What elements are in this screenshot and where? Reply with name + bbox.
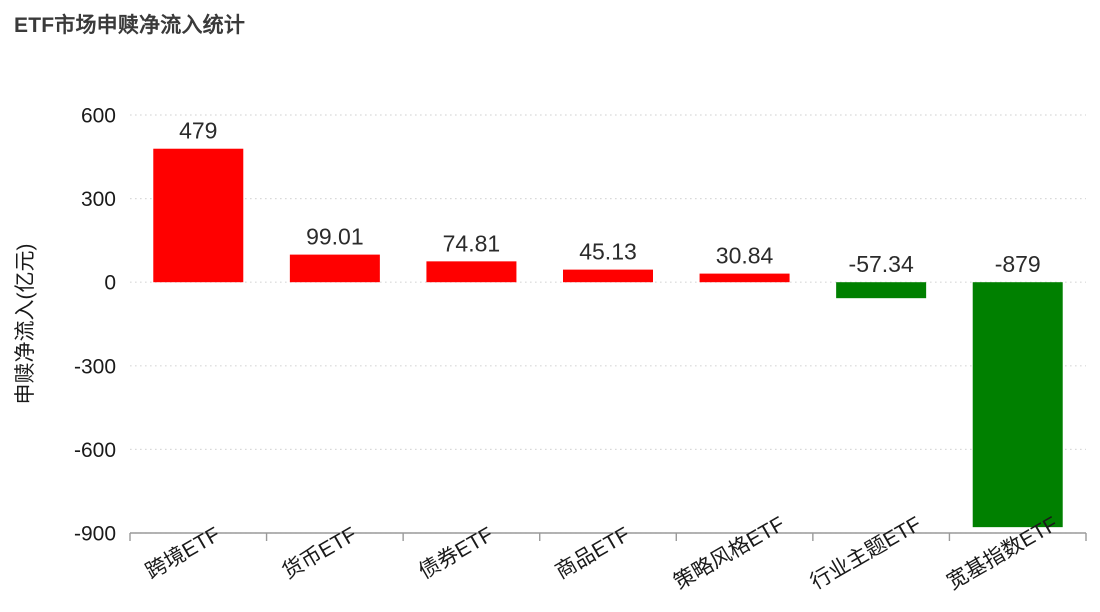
x-tick-label: 商品ETF — [552, 523, 634, 584]
bars — [153, 148, 1063, 528]
y-axis-title: 申赎净流入(亿元) — [14, 244, 37, 405]
y-tick-label: 300 — [81, 188, 116, 211]
bar — [426, 261, 517, 283]
x-tick-label: 货币ETF — [278, 523, 360, 584]
x-tick-label: 策略风格ETF — [670, 512, 789, 594]
y-tick-label: -600 — [74, 439, 116, 462]
bar — [699, 273, 790, 283]
x-tick-label: 行业主题ETF — [807, 512, 926, 594]
x-axis-category-labels: 跨境ETF 货币ETF 债券ETF 商品ETF 策略风格ETF 行业主题ETF 宽基指数ET… — [142, 512, 1062, 594]
bar-value-labels: 479 99.01 74.81 45.13 30.84 -57.34 -879 — [179, 118, 1041, 277]
y-tick-label: 0 — [104, 272, 116, 295]
bar-value-label: -879 — [995, 251, 1041, 277]
y-tick-label: 600 — [81, 105, 116, 128]
bar-value-label: -57.34 — [849, 251, 914, 277]
bar — [563, 269, 653, 283]
gridlines — [130, 114, 1086, 534]
x-axis — [129, 532, 1087, 541]
bar-value-label: 74.81 — [443, 230, 501, 256]
y-axis-title-text: 申赎净流入(亿元) — [14, 244, 37, 405]
y-tick-label: -900 — [74, 523, 116, 546]
x-tick-label: 债券ETF — [415, 523, 497, 584]
y-tick-label: -300 — [74, 355, 116, 378]
x-tick-label: 跨境ETF — [142, 523, 224, 584]
bar — [836, 282, 927, 299]
bar — [972, 282, 1063, 528]
bar-value-label: 45.13 — [579, 239, 637, 265]
bar-value-label: 99.01 — [306, 224, 364, 250]
bar — [289, 254, 380, 283]
bar-value-label: 30.84 — [716, 243, 774, 269]
bar-value-label: 479 — [179, 118, 217, 144]
y-axis-tick-labels: 600 300 0 -300 -600 -900 — [74, 105, 116, 546]
page-title: ETF市场申赎净流入统计 — [14, 14, 246, 37]
bar — [153, 148, 244, 283]
